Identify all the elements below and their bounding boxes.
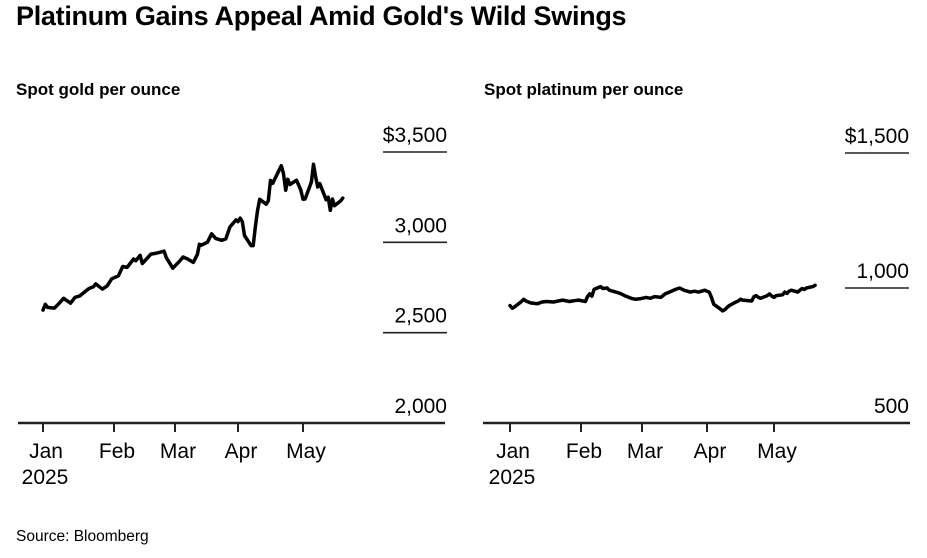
y-axis-label: $1,500 [845, 125, 909, 148]
x-axis-label: Jan [496, 440, 530, 463]
x-axis-label: Apr [225, 440, 258, 463]
x-axis-label: Mar [627, 440, 663, 463]
x-axis-label: May [286, 440, 326, 463]
x-axis-label: Apr [694, 440, 727, 463]
gold-chart-subtitle: Spot gold per ounce [16, 80, 181, 99]
y-axis-label: $3,500 [383, 124, 447, 147]
y-axis-label: 500 [874, 395, 909, 418]
x-axis-label: May [757, 440, 797, 463]
x-axis-label: Feb [99, 440, 135, 463]
y-axis-label: 2,500 [394, 305, 447, 328]
platinum-chart-subtitle: Spot platinum per ounce [484, 80, 684, 99]
platinum-series-line [508, 283, 817, 313]
x-axis-year-label: 2025 [22, 466, 69, 489]
y-axis-label: 2,000 [394, 395, 447, 418]
y-axis-label: 3,000 [394, 214, 447, 237]
y-axis-label: 1,000 [856, 260, 909, 283]
source-label: Source: Bloomberg [16, 528, 149, 545]
x-axis-label: Feb [566, 440, 602, 463]
x-axis-label: Mar [160, 440, 196, 463]
chart-title: Platinum Gains Appeal Amid Gold's Wild S… [16, 1, 627, 31]
gold-series-line [41, 162, 345, 312]
x-axis-label: Jan [29, 440, 63, 463]
x-axis-year-label: 2025 [489, 466, 536, 489]
